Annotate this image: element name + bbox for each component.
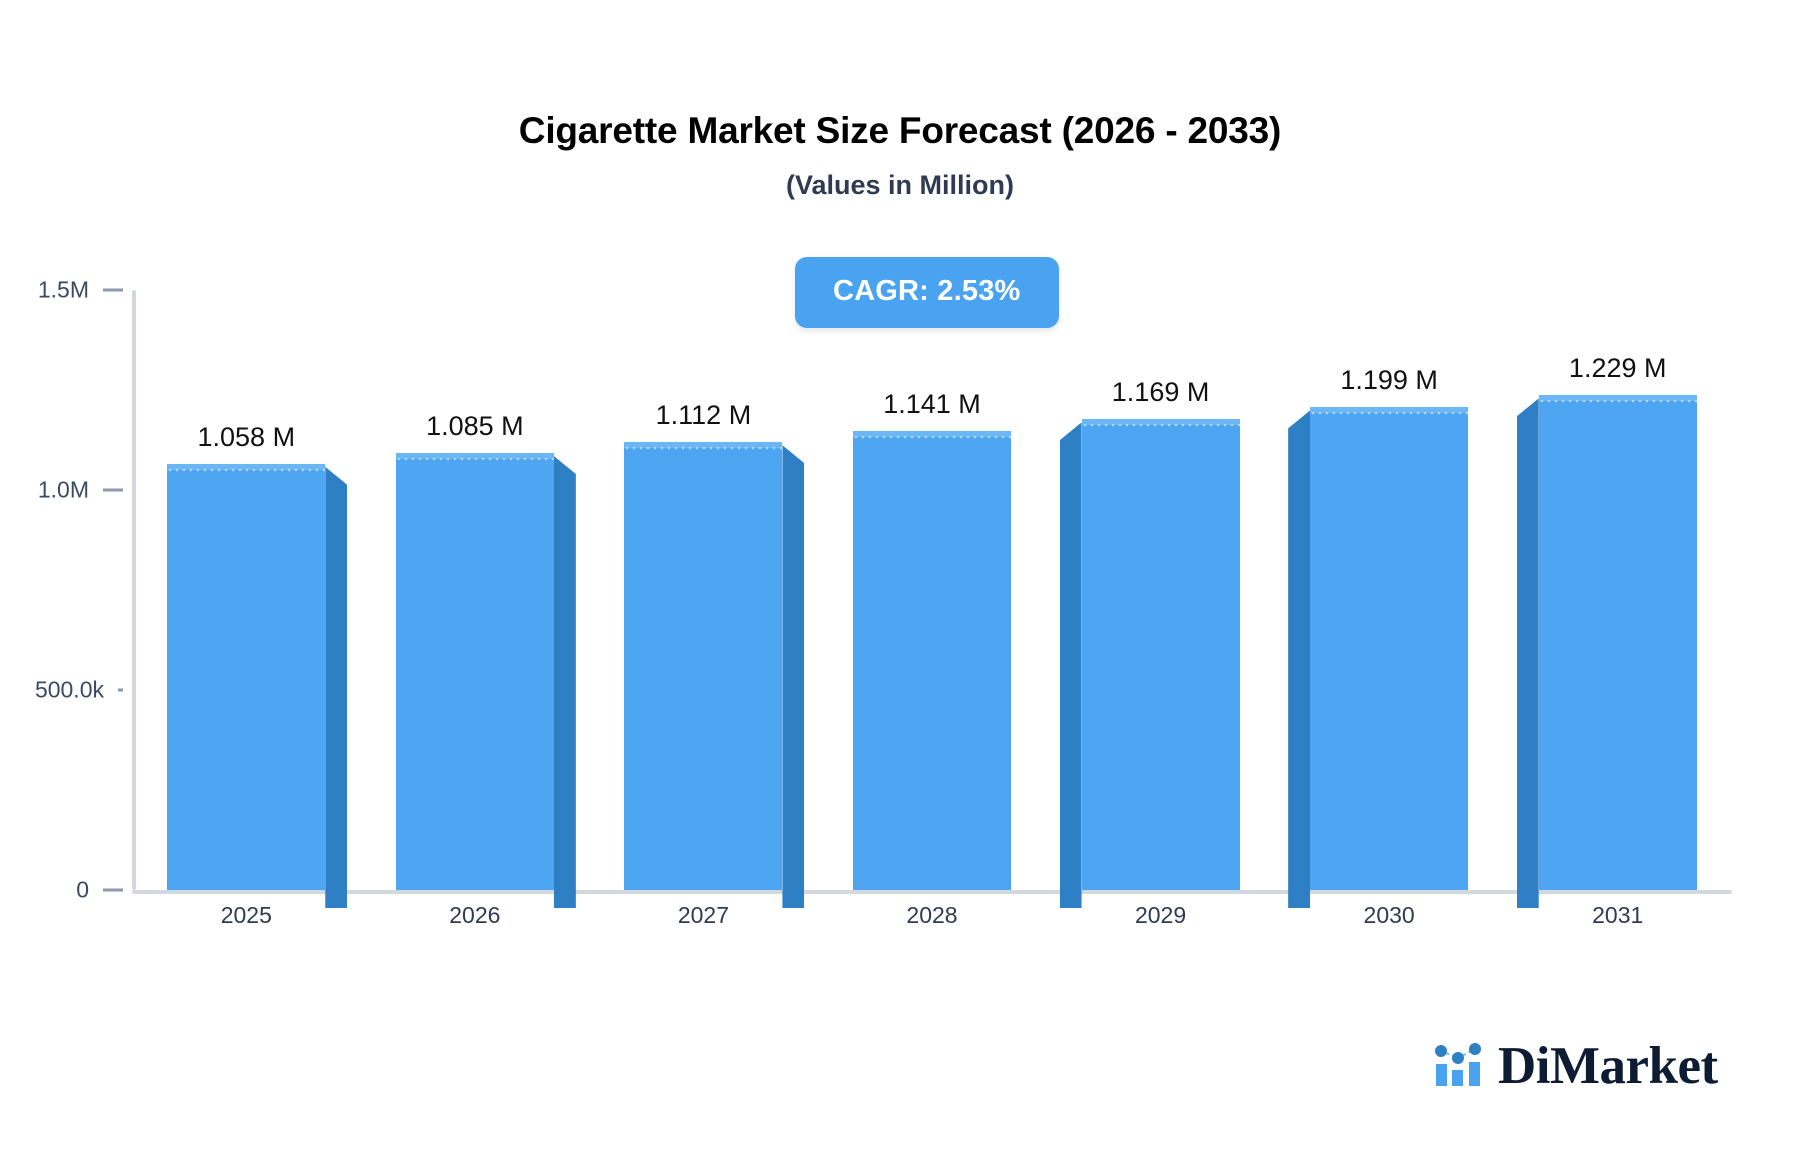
bar[interactable] — [1288, 407, 1469, 908]
dimarket-logo: DiMarket — [1432, 1040, 1718, 1093]
bar-front-face — [624, 445, 783, 890]
bar-slot: 1.141 M — [853, 290, 1011, 891]
y-axis-tick-label: 1.0M — [37, 476, 89, 503]
x-axis-tick-label: 2031 — [1592, 902, 1644, 928]
y-axis-tick: 500.0k — [35, 677, 132, 704]
x-axis-tick-label: 2027 — [677, 902, 730, 928]
bar[interactable] — [167, 463, 348, 908]
y-axis-tick-mark — [103, 888, 123, 892]
bar-slot: 1.229 M — [1516, 290, 1697, 908]
bar-value-label: 1.085 M — [426, 411, 524, 441]
bar[interactable] — [1059, 419, 1240, 908]
x-axis-line — [132, 890, 1732, 894]
bar[interactable] — [853, 430, 1011, 891]
cagr-badge: CAGR: 2.53% — [795, 257, 1059, 328]
bar-top-face — [1538, 395, 1697, 401]
bar-top-face — [624, 442, 783, 448]
chart-subtitle: (Values in Million) — [785, 170, 1015, 200]
y-axis-tick: 0 — [76, 877, 132, 904]
bar-side-face — [1288, 410, 1311, 908]
bar-side-face — [1516, 398, 1539, 908]
y-axis-tick: 1.5M — [38, 277, 132, 304]
bar-group: 1.058 M 1.085 M 1.112 M 1.141 M 1.169 M 1.199… — [132, 290, 1732, 908]
bar-side-face — [782, 445, 805, 908]
bar-value-label: 1.112 M — [655, 400, 752, 431]
bar-value-label: 1.169 M — [1111, 377, 1210, 408]
bar-front-face — [395, 456, 554, 890]
x-axis-tick-label: 2029 — [1134, 902, 1187, 928]
y-axis-tick-label: 1.5M — [37, 276, 89, 303]
bar-top-face — [167, 463, 326, 469]
x-axis-tick-label: 2028 — [906, 902, 958, 928]
bar-slot: 1.058 M — [167, 290, 348, 908]
bar-front-face — [853, 433, 1011, 891]
y-axis-tick-label: 0 — [76, 876, 89, 903]
bar-chart-logo-icon — [1432, 1040, 1484, 1093]
y-axis-tick-mark — [118, 688, 123, 692]
bar-value-label: 1.058 M — [197, 421, 296, 452]
bar-top-face — [395, 453, 554, 458]
y-axis-tick-label: 500.0k — [34, 676, 104, 703]
bar-value-label: 1.141 M — [883, 388, 981, 419]
bar[interactable] — [1516, 395, 1697, 908]
bar-front-face — [1081, 422, 1240, 890]
bar-top-face — [1081, 419, 1240, 425]
y-axis-tick-mark — [103, 288, 123, 292]
y-axis-tick: 1.0M — [38, 477, 132, 504]
bar-top-face — [1310, 407, 1469, 413]
chart-title: Cigarette Market Size Forecast (2026 - 2… — [518, 110, 1282, 151]
plot-area: 0 500.0k 1.0M 1.5M 1.058 M 1.085 M 1.112 M 1.1… — [35, 277, 1732, 928]
y-axis-line — [132, 290, 136, 890]
bar-value-label: 1.199 M — [1340, 365, 1438, 396]
bar-front-face — [1538, 398, 1697, 890]
bar-front-face — [167, 466, 326, 891]
bar-top-face — [853, 430, 1011, 436]
bar-side-face — [553, 456, 576, 908]
bar[interactable] — [395, 453, 576, 908]
bar-front-face — [1310, 410, 1469, 890]
x-axis-tick-label: 2025 — [220, 902, 272, 928]
y-axis-tick-mark — [103, 488, 123, 492]
bar-slot: 1.112 M — [624, 290, 805, 908]
bar-side-face — [325, 466, 348, 908]
logo-wordmark: DiMarket — [1498, 1037, 1718, 1095]
bar-value-label: 1.229 M — [1568, 353, 1667, 384]
bar-slot: 1.199 M — [1288, 290, 1469, 908]
x-axis-tick-label: 2026 — [449, 902, 501, 928]
bar[interactable] — [624, 442, 805, 908]
bar-side-face — [1059, 422, 1082, 908]
x-axis-tick-label: 2030 — [1363, 902, 1415, 928]
bar-slot: 1.085 M — [395, 290, 576, 908]
bar-slot: 1.169 M — [1059, 290, 1240, 908]
